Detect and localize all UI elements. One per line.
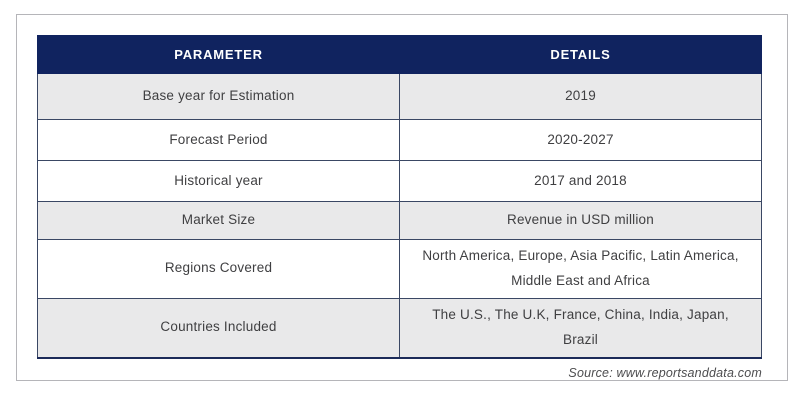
table-row: Market Size Revenue in USD million <box>37 201 762 240</box>
parameter-cell: Market Size <box>37 201 400 240</box>
details-cell: North America, Europe, Asia Pacific, Lat… <box>399 239 762 299</box>
report-scope-content: PARAMETER DETAILS Base year for Estimati… <box>37 35 763 380</box>
table-row: Forecast Period 2020-2027 <box>37 119 762 161</box>
details-cell: The U.S., The U.K, France, China, India,… <box>399 297 762 359</box>
table-row: Base year for Estimation 2019 <box>37 73 762 120</box>
table-header-details: DETAILS <box>399 35 762 74</box>
details-cell: Revenue in USD million <box>399 201 762 240</box>
table-row: Historical year 2017 and 2018 <box>37 160 762 202</box>
report-scope-table: PARAMETER DETAILS Base year for Estimati… <box>37 35 762 359</box>
table-header-parameter: PARAMETER <box>37 35 400 74</box>
details-cell: 2019 <box>399 73 762 120</box>
details-cell: 2020-2027 <box>399 119 762 161</box>
table-row: Countries Included The U.S., The U.K, Fr… <box>37 297 762 359</box>
details-cell: 2017 and 2018 <box>399 160 762 202</box>
parameter-cell: Base year for Estimation <box>37 73 400 120</box>
parameter-cell: Countries Included <box>37 297 400 359</box>
table-row: Regions Covered North America, Europe, A… <box>37 239 762 299</box>
parameter-cell: Forecast Period <box>37 119 400 161</box>
parameter-cell: Regions Covered <box>37 239 400 299</box>
table-header-row: PARAMETER DETAILS <box>37 35 762 74</box>
parameter-cell: Historical year <box>37 160 400 202</box>
source-attribution: Source: www.reportsanddata.com <box>568 365 762 380</box>
